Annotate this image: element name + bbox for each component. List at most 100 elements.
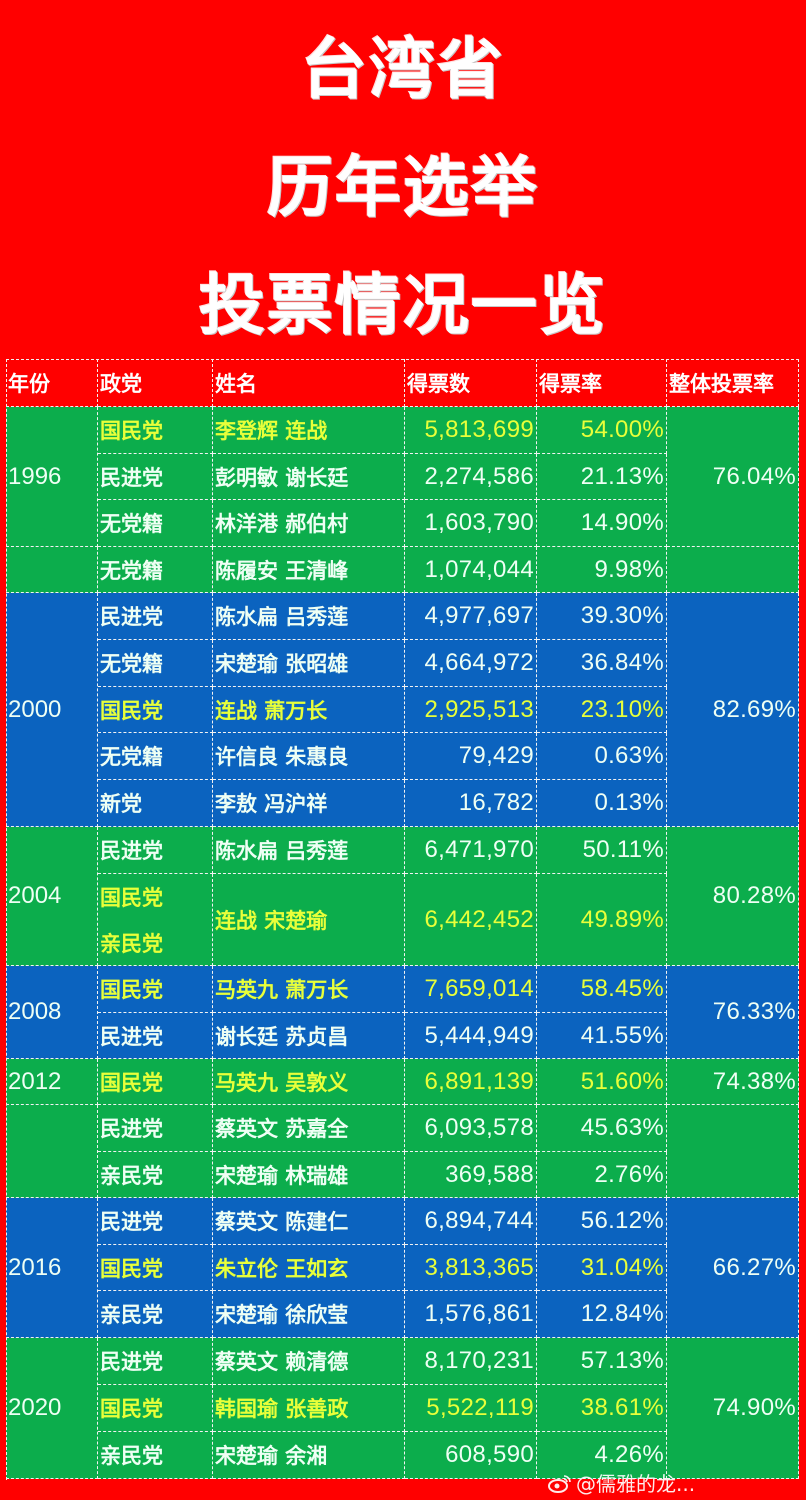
rate-cell: 31.04%: [537, 1245, 667, 1291]
rate-cell: 45.63%: [537, 1105, 667, 1152]
votes-cell: 1,576,861: [405, 1291, 537, 1338]
turnout-cell: 66.27%: [667, 1198, 799, 1338]
votes-cell: 2,925,513: [405, 687, 537, 733]
rate-cell: 36.84%: [537, 640, 667, 687]
candidates-cell: 宋楚瑜 张昭雄: [213, 640, 405, 687]
watermark-text: @儒雅的龙...: [576, 1472, 696, 1496]
rate-cell: 58.45%: [537, 966, 667, 1013]
turnout-cell: 76.04%: [667, 407, 799, 547]
rate-cell: 51.60%: [537, 1059, 667, 1105]
candidates-cell: 连战 萧万长: [213, 687, 405, 733]
rate-cell: 0.63%: [537, 733, 667, 780]
candidates-cell: 宋楚瑜 徐欣莹: [213, 1291, 405, 1338]
candidates-cell: 陈履安 王清峰: [213, 547, 405, 593]
votes-cell: 4,664,972: [405, 640, 537, 687]
votes-cell: 6,093,578: [405, 1105, 537, 1152]
party-cell: 民进党: [98, 1338, 213, 1385]
votes-cell: 8,170,231: [405, 1338, 537, 1385]
title-line-3: 投票情况一览: [199, 267, 607, 344]
turnout-cell: 74.38%: [667, 1059, 799, 1105]
party-cell: 民进党: [98, 827, 213, 874]
party-cell: 民进党: [98, 1198, 213, 1245]
votes-cell: 4,977,697: [405, 593, 537, 640]
header-votes: 得票数: [405, 359, 537, 407]
votes-cell: 79,429: [405, 733, 537, 780]
votes-cell: 3,813,365: [405, 1245, 537, 1291]
header-turnout: 整体投票率: [667, 359, 799, 407]
rate-cell: 12.84%: [537, 1291, 667, 1338]
turnout-cell-empty: [667, 547, 799, 593]
year-cell: 2012: [6, 1059, 98, 1105]
rate-cell: 0.13%: [537, 780, 667, 827]
party-cell: 亲民党: [98, 1152, 213, 1198]
rate-cell: 54.00%: [537, 407, 667, 454]
candidates-cell: 蔡英文 陈建仁: [213, 1198, 405, 1245]
candidates-cell: 连战 宋楚瑜: [213, 874, 405, 966]
votes-cell: 608,590: [405, 1432, 537, 1479]
header-party: 政党: [98, 359, 213, 407]
rate-cell: 39.30%: [537, 593, 667, 640]
votes-cell: 1,603,790: [405, 500, 537, 547]
weibo-icon: [548, 1474, 571, 1493]
candidates-cell: 蔡英文 赖清德: [213, 1338, 405, 1385]
party-cell: 民进党: [98, 593, 213, 640]
candidates-cell: 彭明敏 谢长廷: [213, 454, 405, 500]
party-cell: 无党籍: [98, 547, 213, 593]
candidates-cell: 谢长廷 苏贞昌: [213, 1013, 405, 1059]
watermark: @儒雅的龙...: [548, 1468, 695, 1497]
year-cell-empty: [6, 1105, 98, 1198]
candidates-cell: 宋楚瑜 余湘: [213, 1432, 405, 1479]
party-line-2: 亲民党: [100, 931, 163, 956]
header-rate: 得票率: [537, 359, 667, 407]
party-cell: 国民党: [98, 1245, 213, 1291]
rate-cell: 41.55%: [537, 1013, 667, 1059]
party-cell: 民进党: [98, 1013, 213, 1059]
rate-cell: 23.10%: [537, 687, 667, 733]
rate-cell: 2.76%: [537, 1152, 667, 1198]
party-cell: 亲民党: [98, 1291, 213, 1338]
party-cell: 民进党: [98, 454, 213, 500]
candidates-cell: 林洋港 郝伯村: [213, 500, 405, 547]
candidates-cell: 蔡英文 苏嘉全: [213, 1105, 405, 1152]
year-cell: 2016: [6, 1198, 98, 1338]
candidates-cell: 陈水扁 吕秀莲: [213, 827, 405, 874]
votes-cell: 6,891,139: [405, 1059, 537, 1105]
turnout-cell: 74.90%: [667, 1338, 799, 1479]
party-cell: 国民党: [98, 1059, 213, 1105]
votes-cell: 369,588: [405, 1152, 537, 1198]
year-cell: 2004: [6, 827, 98, 966]
year-cell-empty: [6, 547, 98, 593]
rate-cell: 4.26%: [537, 1432, 667, 1479]
candidates-cell: 马英九 萧万长: [213, 966, 405, 1013]
rate-cell: 9.98%: [537, 547, 667, 593]
year-cell: 1996: [6, 407, 98, 547]
candidates-cell: 许信良 朱惠良: [213, 733, 405, 780]
header-name: 姓名: [213, 359, 405, 407]
title-line-1: 台湾省: [301, 31, 505, 108]
party-cell: 无党籍: [98, 640, 213, 687]
votes-cell: 5,522,119: [405, 1385, 537, 1432]
party-line-1: 国民党: [100, 885, 163, 910]
rate-cell: 38.61%: [537, 1385, 667, 1432]
votes-cell: 16,782: [405, 780, 537, 827]
party-cell: 无党籍: [98, 500, 213, 547]
votes-cell: 6,471,970: [405, 827, 537, 874]
turnout-cell: 80.28%: [667, 827, 799, 966]
year-cell: 2020: [6, 1338, 98, 1479]
party-cell: 新党: [98, 780, 213, 827]
party-cell: 国民党: [98, 407, 213, 454]
year-cell: 2000: [6, 593, 98, 827]
votes-cell: 6,894,744: [405, 1198, 537, 1245]
votes-cell: 6,442,452: [405, 874, 537, 966]
votes-cell: 7,659,014: [405, 966, 537, 1013]
candidates-cell: 李登辉 连战: [213, 407, 405, 454]
party-cell: 国民党: [98, 1385, 213, 1432]
turnout-cell-empty: [667, 1105, 799, 1198]
title-line-2: 历年选举: [267, 149, 539, 226]
turnout-cell: 82.69%: [667, 593, 799, 827]
candidates-cell: 李敖 冯沪祥: [213, 780, 405, 827]
candidates-cell: 朱立伦 王如玄: [213, 1245, 405, 1291]
party-cell: 无党籍: [98, 733, 213, 780]
candidates-cell: 马英九 吴敦义: [213, 1059, 405, 1105]
rate-cell: 57.13%: [537, 1338, 667, 1385]
